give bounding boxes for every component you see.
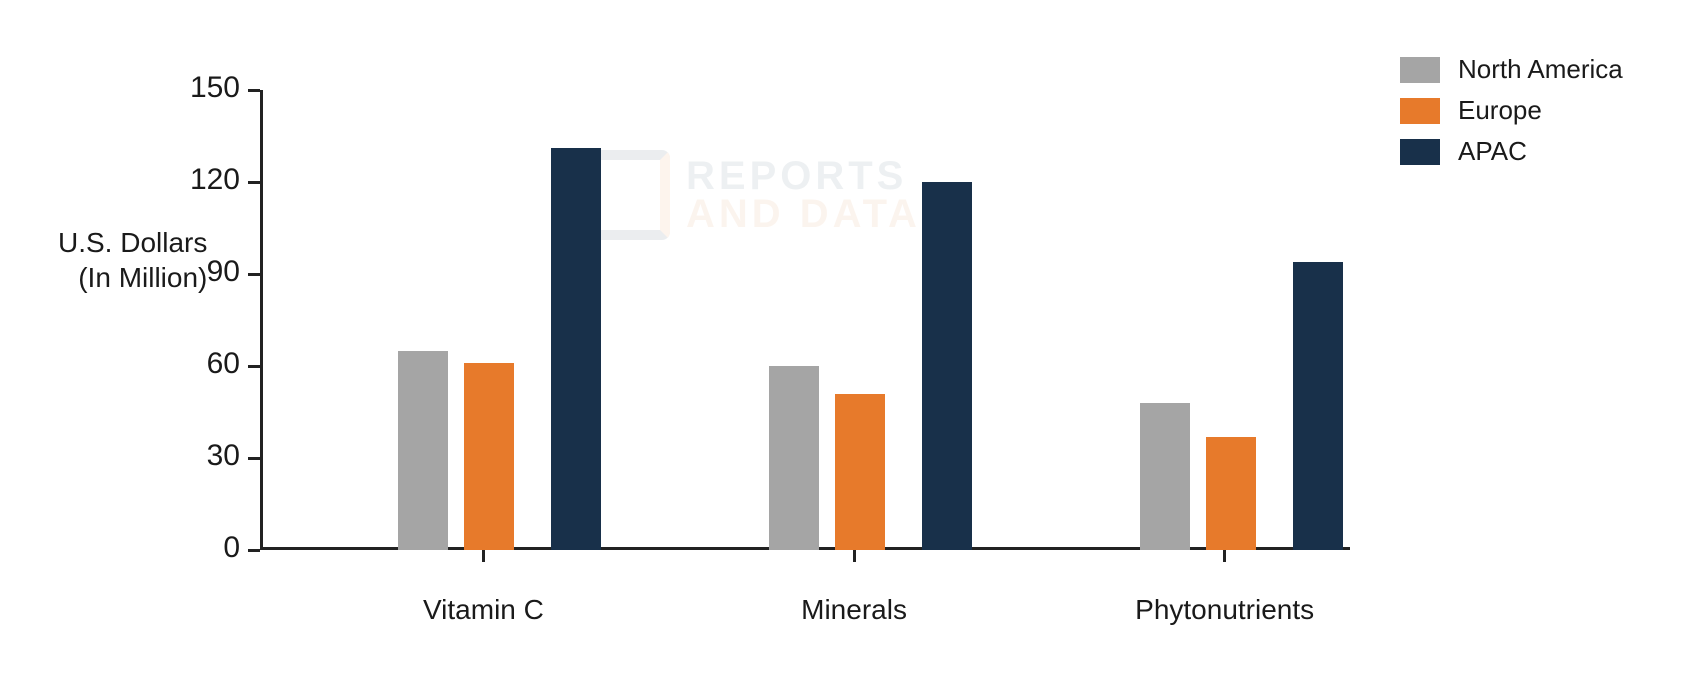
y-tick-label: 150 (170, 71, 240, 105)
legend-item: North America (1400, 54, 1623, 85)
y-tick-mark (248, 181, 260, 184)
y-tick-mark (248, 549, 260, 552)
bar (835, 394, 885, 550)
y-tick-label: 30 (170, 439, 240, 473)
x-tick-mark (853, 550, 856, 562)
x-tick-mark (1223, 550, 1226, 562)
x-tick-mark (482, 550, 485, 562)
y-tick-mark (248, 89, 260, 92)
bar (1293, 262, 1343, 550)
legend-swatch (1400, 57, 1440, 83)
legend-item: APAC (1400, 136, 1623, 167)
x-category-label: Vitamin C (353, 594, 613, 626)
legend-label: Europe (1458, 95, 1542, 126)
bar (398, 351, 448, 550)
legend-item: Europe (1400, 95, 1623, 126)
legend-swatch (1400, 139, 1440, 165)
bar (1140, 403, 1190, 550)
y-tick-label: 0 (170, 531, 240, 565)
y-axis-line (260, 90, 263, 550)
bar (464, 363, 514, 550)
grouped-bar-chart: REPORTS AND DATA U.S. Dollars (In Millio… (0, 0, 1700, 700)
bar (769, 366, 819, 550)
bar (1206, 437, 1256, 550)
plot-area (260, 90, 1350, 550)
bar (922, 182, 972, 550)
y-tick-mark (248, 365, 260, 368)
bar (551, 148, 601, 550)
legend: North America Europe APAC (1400, 54, 1623, 177)
legend-label: North America (1458, 54, 1623, 85)
y-tick-mark (248, 457, 260, 460)
y-tick-label: 60 (170, 347, 240, 381)
x-category-label: Minerals (724, 594, 984, 626)
legend-label: APAC (1458, 136, 1527, 167)
x-category-label: Phytonutrients (1095, 594, 1355, 626)
y-tick-label: 120 (170, 163, 240, 197)
y-tick-label: 90 (170, 255, 240, 289)
y-tick-mark (248, 273, 260, 276)
legend-swatch (1400, 98, 1440, 124)
